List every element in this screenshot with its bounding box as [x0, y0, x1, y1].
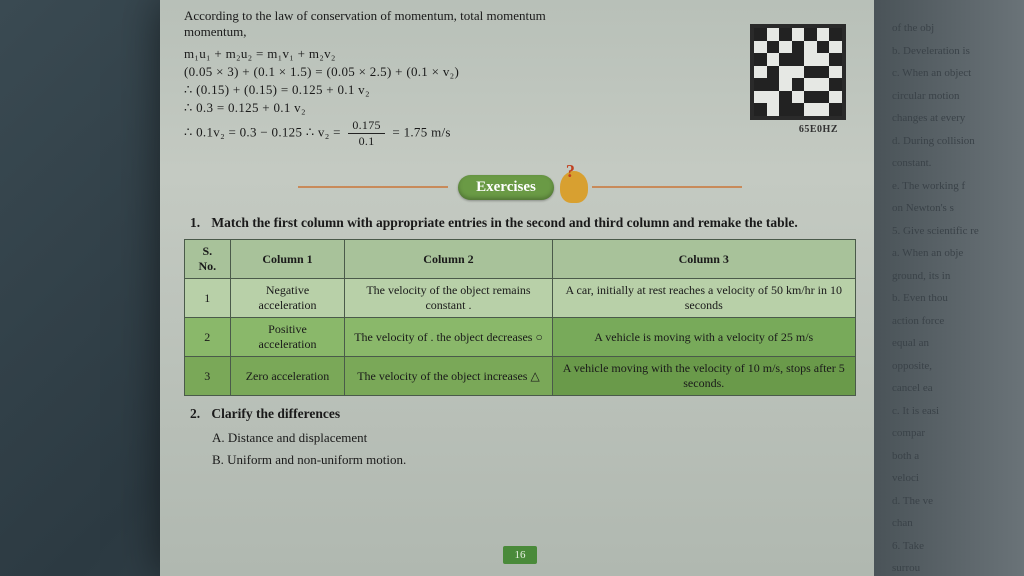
margin-item: changes at every	[892, 110, 1018, 127]
q1-text: Match the first column with appropriate …	[211, 215, 797, 230]
qr-label: 65E0HZ	[799, 124, 838, 135]
th-col1: Column 1	[230, 240, 345, 279]
cell: The velocity of the object remains const…	[345, 279, 552, 318]
eq5-fraction: 0.175 0.1	[348, 118, 385, 149]
margin-item: 6. Take	[892, 538, 1018, 555]
q1-number: 1.	[190, 215, 208, 231]
page-number: 16	[503, 546, 537, 564]
eq5-right: = 1.75 m/s	[392, 124, 450, 139]
exercises-banner: Exercises	[184, 171, 856, 203]
q2-a: A. Distance and displacement	[212, 430, 856, 446]
eq5-frac-bot: 0.1	[348, 134, 385, 149]
margin-item: chan	[892, 515, 1018, 532]
margin-item: surrou	[892, 560, 1018, 576]
cell: 1	[185, 279, 231, 318]
equation-5: ∴ 0.1v₂ = 0.3 − 0.125 ∴ v₂ = 0.175 0.1 =…	[184, 118, 856, 149]
margin-item: b. Even thou	[892, 290, 1018, 307]
th-col2: Column 2	[345, 240, 552, 279]
margin-item: circular motion	[892, 88, 1018, 105]
question-1: 1. Match the first column with appropria…	[190, 215, 856, 231]
margin-item: action force	[892, 313, 1018, 330]
band-line-left	[298, 186, 448, 188]
margin-item: 5. Give scientific re	[892, 223, 1018, 240]
margin-item: b. Develeration is	[892, 43, 1018, 60]
margin-item: constant.	[892, 155, 1018, 172]
margin-item: veloci	[892, 470, 1018, 487]
cell: The velocity of the object increases △	[345, 357, 552, 396]
band-line-right	[592, 186, 742, 188]
q2-number: 2.	[190, 406, 208, 422]
eq5-frac-top: 0.175	[348, 118, 385, 134]
mascot-icon	[560, 171, 588, 203]
right-page-margin: of the obj b. Develeration is c. When an…	[874, 0, 1024, 576]
margin-item: d. During collision	[892, 133, 1018, 150]
margin-item: ground, its in	[892, 268, 1018, 285]
margin-item: e. The working f	[892, 178, 1018, 195]
margin-item: opposite,	[892, 358, 1018, 375]
intro-line2: momentum,	[184, 24, 246, 39]
table-row: 2 Positive acceleration The velocity of …	[185, 318, 856, 357]
table-row: 1 Negative acceleration The velocity of …	[185, 279, 856, 318]
margin-item: c. When an object	[892, 65, 1018, 82]
th-sno: S. No.	[185, 240, 231, 279]
qr-code-icon	[750, 24, 846, 120]
match-table: S. No. Column 1 Column 2 Column 3 1 Nega…	[184, 239, 856, 396]
exercises-pill: Exercises	[458, 175, 554, 200]
th-col3: Column 3	[552, 240, 856, 279]
margin-item: compar	[892, 425, 1018, 442]
margin-item: on Newton's s	[892, 200, 1018, 217]
table-header-row: S. No. Column 1 Column 2 Column 3	[185, 240, 856, 279]
table-row: 3 Zero acceleration The velocity of the …	[185, 357, 856, 396]
margin-item: a. When an obje	[892, 245, 1018, 262]
cell: 3	[185, 357, 231, 396]
margin-item: d. The ve	[892, 493, 1018, 510]
cell: The velocity of . the object decreases ○	[345, 318, 552, 357]
question-2: 2. Clarify the differences	[190, 406, 856, 422]
margin-item: equal an	[892, 335, 1018, 352]
cell: Zero acceleration	[230, 357, 345, 396]
cell: 2	[185, 318, 231, 357]
margin-item: of the obj	[892, 20, 1018, 37]
q2-text: Clarify the differences	[211, 406, 340, 421]
margin-item: c. It is easi	[892, 403, 1018, 420]
margin-item: cancel ea	[892, 380, 1018, 397]
intro-line1: According to the law of conservation of …	[184, 8, 546, 23]
cell: Positive acceleration	[230, 318, 345, 357]
margin-item: both a	[892, 448, 1018, 465]
cell: A car, initially at rest reaches a veloc…	[552, 279, 856, 318]
textbook-page: According to the law of conservation of …	[160, 0, 880, 576]
cell: Negative acceleration	[230, 279, 345, 318]
eq5-left: ∴ 0.1v₂ = 0.3 − 0.125 ∴ v₂ =	[184, 124, 341, 139]
cell: A vehicle is moving with a velocity of 2…	[552, 318, 856, 357]
q2-b: B. Uniform and non-uniform motion.	[212, 452, 856, 468]
cell: A vehicle moving with the velocity of 10…	[552, 357, 856, 396]
